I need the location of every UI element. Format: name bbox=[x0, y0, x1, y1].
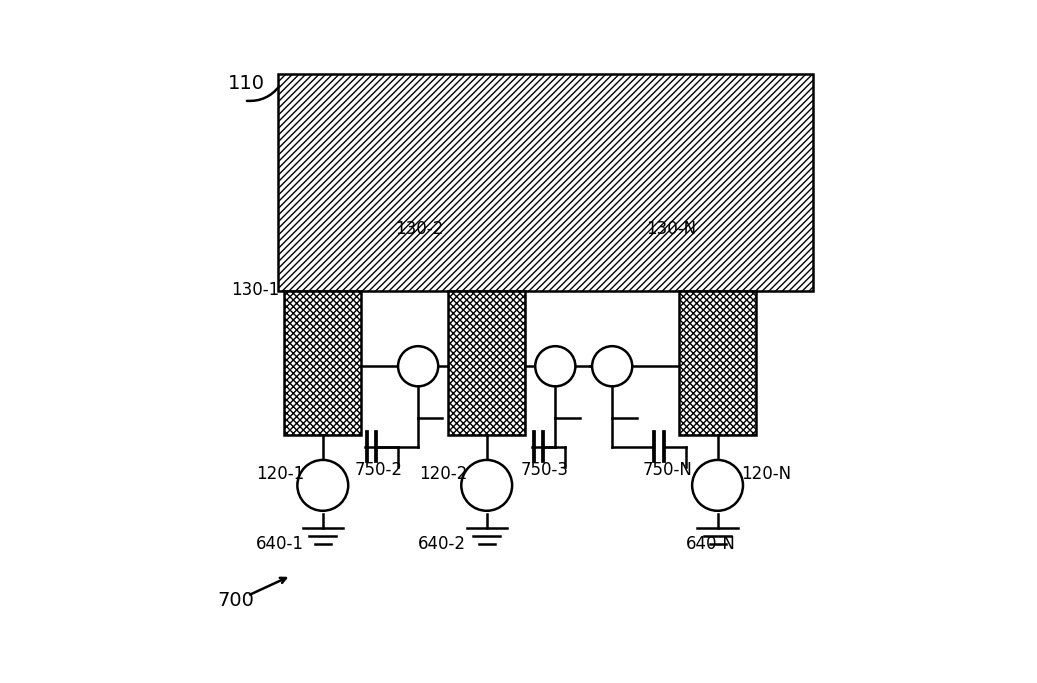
Text: 130-N: 130-N bbox=[646, 221, 696, 238]
Circle shape bbox=[461, 460, 512, 511]
Text: 750-2: 750-2 bbox=[355, 461, 402, 479]
Text: 700: 700 bbox=[218, 591, 254, 610]
Text: 120-2: 120-2 bbox=[420, 464, 468, 483]
Circle shape bbox=[535, 346, 576, 387]
Text: 120-1: 120-1 bbox=[256, 464, 305, 483]
Bar bbox=[679, 292, 756, 435]
Text: 110: 110 bbox=[227, 74, 264, 94]
Text: 640-N: 640-N bbox=[685, 535, 735, 553]
Bar bbox=[278, 74, 813, 292]
Bar bbox=[284, 292, 361, 435]
Text: 640-2: 640-2 bbox=[418, 535, 467, 553]
Text: 750-3: 750-3 bbox=[521, 461, 568, 479]
Circle shape bbox=[398, 346, 439, 387]
Text: 120-N: 120-N bbox=[740, 464, 791, 483]
Bar bbox=[448, 292, 525, 435]
Circle shape bbox=[692, 460, 742, 511]
Text: 130-2: 130-2 bbox=[395, 221, 443, 238]
Text: 750-N: 750-N bbox=[642, 461, 692, 479]
Circle shape bbox=[592, 346, 633, 387]
Text: 130-1: 130-1 bbox=[231, 281, 279, 298]
Text: 640-1: 640-1 bbox=[255, 535, 304, 553]
Circle shape bbox=[298, 460, 348, 511]
